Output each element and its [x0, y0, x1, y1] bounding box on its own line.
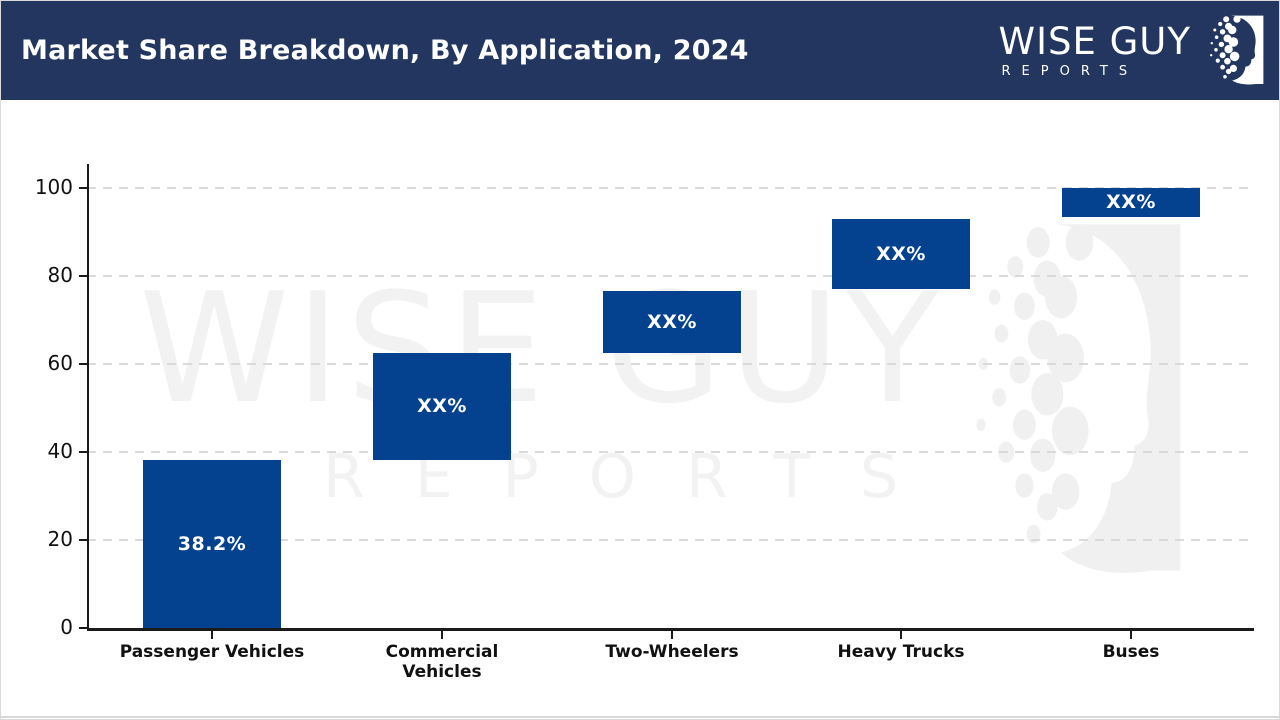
category-label-line: Buses	[1102, 642, 1160, 662]
bar-passenger-vehicles: 38.2%	[143, 459, 281, 628]
category-label: Two-Wheelers	[557, 642, 787, 662]
category-label-line: Commercial	[385, 642, 499, 662]
category-label: Passenger Vehicles	[97, 642, 327, 662]
header-bar: Market Share Breakdown, By Application, …	[1, 1, 1279, 100]
category-label-line: Passenger Vehicles	[119, 642, 305, 662]
watermark-brand-text: WISE GUY	[139, 260, 945, 437]
bar-two-wheelers: XX%	[603, 290, 741, 353]
logo-reports-text: REPORTS	[1001, 63, 1139, 79]
x-axis-line	[87, 628, 1254, 631]
logo-face-icon	[1210, 15, 1264, 84]
category-label: Commercial Vehicles	[327, 642, 557, 682]
bar-value-label: XX%	[417, 395, 467, 418]
gridline	[87, 275, 1254, 277]
y-tick-mark	[79, 187, 87, 189]
y-tick-mark	[79, 275, 87, 277]
ytick-label: 80	[47, 263, 73, 287]
logo-brand-text: WISE GUY	[998, 19, 1191, 63]
y-tick-mark	[79, 539, 87, 541]
page-title: Market Share Breakdown, By Application, …	[21, 35, 749, 66]
category-label-line: Two-Wheelers	[605, 642, 739, 662]
bar-commercial-vehicles: XX%	[373, 353, 511, 460]
x-tick-mark	[1130, 631, 1132, 639]
gridline	[87, 363, 1254, 365]
bar-value-label: XX%	[647, 310, 697, 333]
x-tick-mark	[671, 631, 673, 639]
bar-value-label: 38.2%	[177, 532, 247, 555]
bar-value-label: XX%	[1106, 191, 1156, 214]
y-tick-mark	[79, 451, 87, 453]
ytick-label: 20	[47, 527, 73, 551]
bar-heavy-trucks: XX%	[832, 218, 970, 290]
y-axis-line	[87, 164, 89, 631]
ytick-label: 0	[60, 615, 73, 639]
x-tick-mark	[441, 631, 443, 639]
x-tick-mark	[900, 631, 902, 639]
category-label: Buses	[1016, 642, 1246, 662]
ytick-label: 100	[34, 175, 73, 199]
y-tick-mark	[79, 627, 87, 629]
wiseguy-logo: WISE GUY REPORTS	[999, 12, 1267, 90]
bar-value-label: XX%	[876, 242, 926, 265]
category-label-line: Vehicles	[402, 662, 482, 682]
category-label: Heavy Trucks	[786, 642, 1016, 662]
gridline	[87, 187, 1254, 189]
gridline	[87, 539, 1254, 541]
y-tick-mark	[79, 363, 87, 365]
x-tick-mark	[211, 631, 213, 639]
gridline	[87, 451, 1254, 453]
category-label-line: Heavy Trucks	[837, 642, 965, 662]
bottom-divider	[1, 716, 1279, 718]
ytick-label: 40	[47, 439, 73, 463]
bar-buses: XX%	[1062, 188, 1200, 217]
logo-wordmark: WISE GUY REPORTS	[999, 23, 1191, 79]
ytick-label: 60	[47, 351, 73, 375]
